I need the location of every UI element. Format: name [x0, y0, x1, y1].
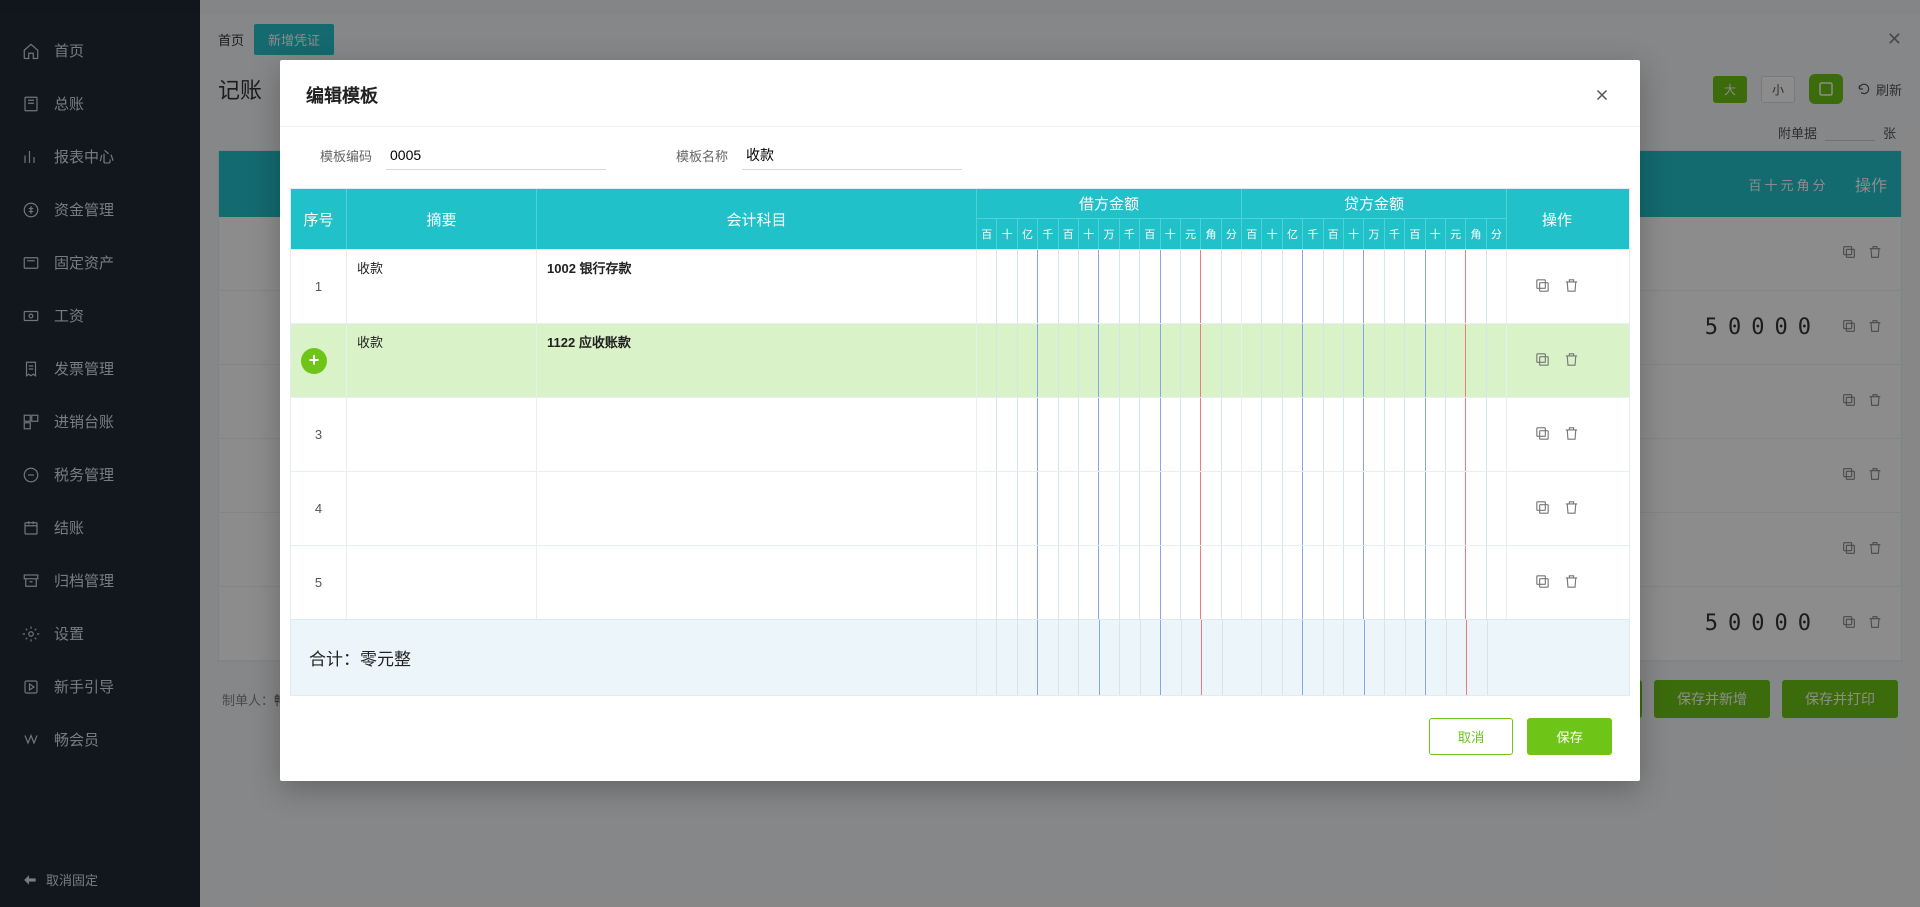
row-credit[interactable]	[1242, 546, 1507, 619]
amount-unit: 万	[1364, 219, 1384, 249]
amount-unit: 元	[1446, 219, 1466, 249]
col-header-debit-label: 借方金额	[977, 189, 1241, 219]
delete-row-icon[interactable]	[1563, 351, 1580, 371]
amount-unit: 百	[1140, 219, 1160, 249]
template-row[interactable]: 1收款1002 银行存款	[291, 249, 1629, 323]
col-header-seq: 序号	[291, 189, 347, 249]
modal-save-button[interactable]: 保存	[1527, 718, 1612, 755]
amount-unit: 十	[1161, 219, 1181, 249]
row-debit[interactable]	[977, 398, 1242, 471]
amount-unit: 百	[1059, 219, 1079, 249]
row-summary[interactable]	[347, 472, 537, 545]
col-header-ops: 操作	[1507, 189, 1607, 249]
copy-row-icon[interactable]	[1534, 499, 1551, 519]
amount-unit: 分	[1487, 219, 1506, 249]
row-credit[interactable]	[1242, 250, 1507, 323]
amount-unit: 十	[1344, 219, 1364, 249]
template-table: 序号 摘要 会计科目 借方金额 百十亿千百十万千百十元角分 贷方金额 百十亿千百…	[290, 188, 1630, 696]
row-ops	[1507, 398, 1607, 471]
amount-unit: 角	[1466, 219, 1486, 249]
row-account[interactable]	[537, 546, 977, 619]
template-table-header: 序号 摘要 会计科目 借方金额 百十亿千百十万千百十元角分 贷方金额 百十亿千百…	[291, 189, 1629, 249]
row-account[interactable]: 1002 银行存款	[537, 250, 977, 323]
row-debit[interactable]	[977, 250, 1242, 323]
row-summary[interactable]: 收款	[347, 324, 537, 397]
amount-unit: 千	[1038, 219, 1058, 249]
row-credit[interactable]	[1242, 472, 1507, 545]
row-summary[interactable]	[347, 546, 537, 619]
col-header-credit-label: 贷方金额	[1242, 189, 1506, 219]
row-credit[interactable]	[1242, 398, 1507, 471]
copy-row-icon[interactable]	[1534, 277, 1551, 297]
template-row[interactable]: + 收款1122 应收账款	[291, 323, 1629, 397]
amount-unit: 万	[1099, 219, 1119, 249]
amount-unit: 百	[1324, 219, 1344, 249]
row-account[interactable]: 1122 应收账款	[537, 324, 977, 397]
template-name-input[interactable]	[742, 141, 962, 170]
row-credit[interactable]	[1242, 324, 1507, 397]
amount-unit: 十	[1079, 219, 1099, 249]
row-seq: 5	[291, 546, 347, 619]
amount-unit: 亿	[1018, 219, 1038, 249]
copy-row-icon[interactable]	[1534, 573, 1551, 593]
amount-unit: 百	[1242, 219, 1262, 249]
row-seq: 3	[291, 398, 347, 471]
amount-unit: 千	[1120, 219, 1140, 249]
template-row[interactable]: 3	[291, 397, 1629, 471]
amount-unit: 千	[1303, 219, 1323, 249]
amount-unit: 百	[977, 219, 997, 249]
amount-unit: 十	[997, 219, 1017, 249]
row-debit[interactable]	[977, 546, 1242, 619]
col-header-credit: 贷方金额 百十亿千百十万千百十元角分	[1242, 189, 1507, 249]
edit-template-modal: 编辑模板 模板编码 模板名称 序号 摘要 会计科目 借方金额 百十	[280, 60, 1640, 781]
template-row[interactable]: 4	[291, 471, 1629, 545]
delete-row-icon[interactable]	[1563, 573, 1580, 593]
delete-row-icon[interactable]	[1563, 499, 1580, 519]
row-ops	[1507, 546, 1607, 619]
modal-close-button[interactable]	[1590, 83, 1614, 107]
col-header-summary: 摘要	[347, 189, 537, 249]
row-ops	[1507, 250, 1607, 323]
row-summary[interactable]	[347, 398, 537, 471]
template-code-label: 模板编码	[320, 146, 372, 165]
template-row[interactable]: 5	[291, 545, 1629, 619]
template-code-input[interactable]	[386, 141, 606, 170]
amount-unit: 千	[1385, 219, 1405, 249]
row-seq: 4	[291, 472, 347, 545]
amount-unit: 角	[1201, 219, 1221, 249]
row-seq: 1	[291, 250, 347, 323]
row-seq: +	[291, 324, 347, 397]
copy-row-icon[interactable]	[1534, 351, 1551, 371]
template-total-row: 合计：零元整	[291, 619, 1629, 695]
amount-unit: 十	[1262, 219, 1282, 249]
amount-unit: 分	[1222, 219, 1241, 249]
modal-overlay: 编辑模板 模板编码 模板名称 序号 摘要 会计科目 借方金额 百十	[0, 0, 1920, 907]
template-name-label: 模板名称	[676, 146, 728, 165]
col-header-debit: 借方金额 百十亿千百十万千百十元角分	[977, 189, 1242, 249]
row-account[interactable]	[537, 398, 977, 471]
total-label: 合计：零元整	[291, 620, 977, 695]
add-row-button[interactable]: +	[301, 348, 327, 374]
row-debit[interactable]	[977, 324, 1242, 397]
row-ops	[1507, 324, 1607, 397]
row-account[interactable]	[537, 472, 977, 545]
col-header-account: 会计科目	[537, 189, 977, 249]
amount-unit: 亿	[1283, 219, 1303, 249]
delete-row-icon[interactable]	[1563, 425, 1580, 445]
amount-unit: 元	[1181, 219, 1201, 249]
row-ops	[1507, 472, 1607, 545]
modal-title: 编辑模板	[306, 82, 378, 108]
modal-cancel-button[interactable]: 取消	[1429, 718, 1514, 755]
copy-row-icon[interactable]	[1534, 425, 1551, 445]
delete-row-icon[interactable]	[1563, 277, 1580, 297]
amount-unit: 十	[1426, 219, 1446, 249]
amount-unit: 百	[1405, 219, 1425, 249]
row-summary[interactable]: 收款	[347, 250, 537, 323]
row-debit[interactable]	[977, 472, 1242, 545]
